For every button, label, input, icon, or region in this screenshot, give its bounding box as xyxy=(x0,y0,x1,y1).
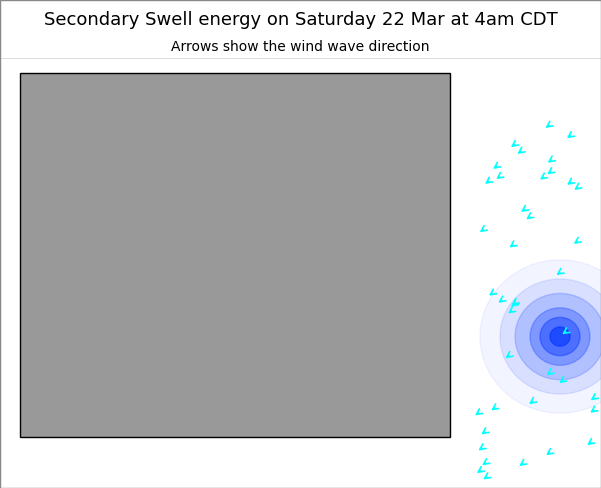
Circle shape xyxy=(480,260,601,413)
Circle shape xyxy=(500,279,601,394)
Circle shape xyxy=(530,308,590,366)
Text: Arrows show the wind wave direction: Arrows show the wind wave direction xyxy=(171,40,430,54)
Circle shape xyxy=(540,317,580,356)
Circle shape xyxy=(550,327,570,346)
Text: Secondary Swell energy on Saturday 22 Mar at 4am CDT: Secondary Swell energy on Saturday 22 Ma… xyxy=(44,12,557,29)
FancyBboxPatch shape xyxy=(20,73,450,437)
Circle shape xyxy=(515,293,601,380)
